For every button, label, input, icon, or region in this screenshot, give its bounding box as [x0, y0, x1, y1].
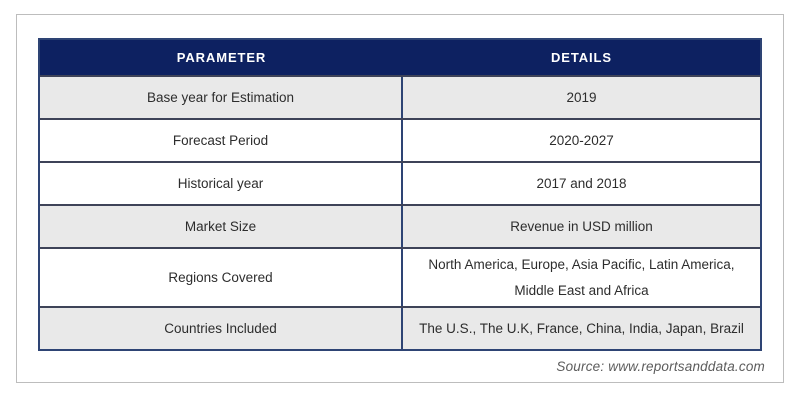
- parameter-cell: Regions Covered: [40, 249, 403, 306]
- table-header: PARAMETER DETAILS: [40, 40, 760, 75]
- column-header-details: DETAILS: [551, 50, 612, 65]
- details-cell: 2017 and 2018: [536, 175, 627, 191]
- parameter-cell: Base year for Estimation: [40, 77, 403, 118]
- column-header-parameter: PARAMETER: [176, 50, 267, 65]
- table-row-forecast-period: Forecast Period 2020-2027: [40, 118, 760, 161]
- table-row-base-year: Base year for Estimation 2019: [40, 75, 760, 118]
- parameter-cell: Forecast Period: [40, 120, 403, 161]
- table-row-market-size: Market Size Revenue in USD million: [40, 204, 760, 247]
- parameter-cell: Countries Included: [40, 308, 403, 349]
- details-cell: 2020-2027: [549, 132, 614, 148]
- table-row-historical-year: Historical year 2017 and 2018: [40, 161, 760, 204]
- details-cell: Revenue in USD million: [510, 218, 653, 234]
- source-attribution: Source: www.reportsanddata.com: [556, 359, 765, 374]
- table-row-regions-covered: Regions Covered North America, Europe, A…: [40, 247, 760, 306]
- details-cell: 2019: [566, 89, 597, 105]
- details-cell: North America, Europe, Asia Pacific, Lat…: [428, 256, 735, 298]
- report-scope-table: PARAMETER DETAILS Base year for Estimati…: [38, 38, 762, 351]
- details-cell: The U.S., The U.K, France, China, India,…: [419, 320, 744, 336]
- content-frame: PARAMETER DETAILS Base year for Estimati…: [16, 14, 784, 383]
- table-row-countries-included: Countries Included The U.S., The U.K, Fr…: [40, 306, 760, 349]
- parameter-cell: Historical year: [40, 163, 403, 204]
- parameter-cell: Market Size: [40, 206, 403, 247]
